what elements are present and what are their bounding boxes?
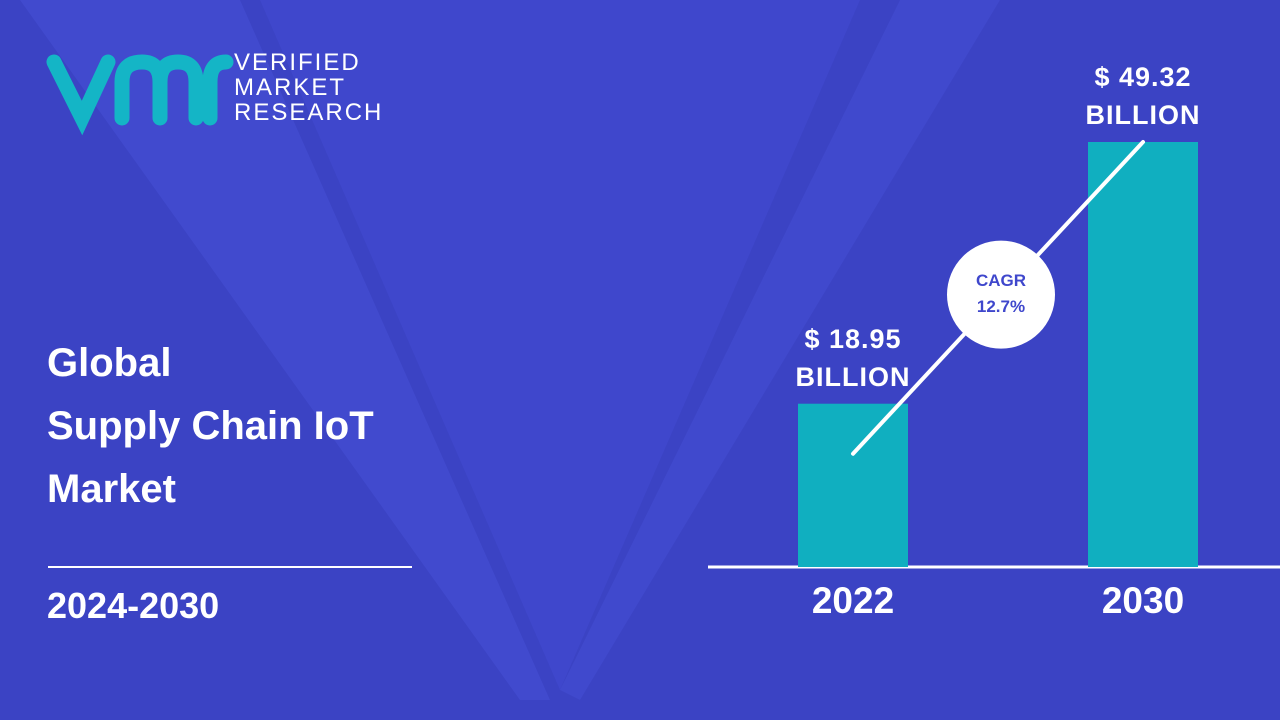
value-label: $ 18.95 BILLION	[795, 323, 911, 392]
brand-name: VERIFIED MARKET RESEARCH	[234, 49, 384, 126]
bar	[798, 403, 908, 567]
title-line: Market	[47, 467, 176, 511]
logo	[46, 54, 234, 136]
background-v	[560, 0, 1000, 700]
cagr-label: CAGR 12.7%	[975, 270, 1027, 316]
chart-subtitle: 2024-2030	[47, 585, 220, 626]
cagr-bubble	[947, 240, 1055, 349]
value-label: $ 49.32 BILLION	[1085, 62, 1201, 130]
background-v	[20, 0, 550, 700]
x-tick-label: 2022	[811, 580, 895, 621]
title-line: Global	[47, 341, 172, 385]
bar	[1088, 142, 1198, 567]
logo-v	[46, 54, 116, 136]
x-tick-label: 2030	[1101, 580, 1185, 621]
logo-r	[202, 54, 234, 126]
title-line: Supply Chain IoT	[47, 404, 374, 448]
logo-m	[114, 54, 204, 126]
chart-title: Global Supply Chain IoT Market	[47, 332, 374, 521]
